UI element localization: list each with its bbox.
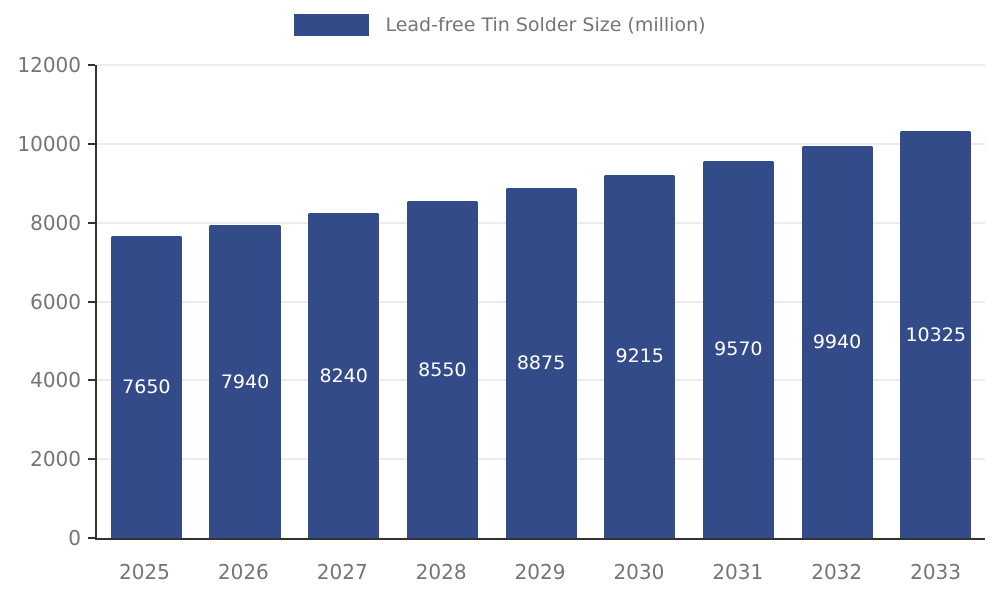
y-tick-mark xyxy=(88,142,95,145)
gridline xyxy=(97,64,985,66)
bar-2029: 8875 xyxy=(505,188,577,538)
y-axis: 0 2000 4000 6000 8000 10000 12000 xyxy=(0,55,95,548)
x-tick-label: 2031 xyxy=(712,560,764,584)
bar-2030: 9215 xyxy=(604,174,676,538)
bar-value-label: 8240 xyxy=(319,364,368,387)
x-tick-label: 2032 xyxy=(811,560,863,584)
bar-cell: 7650 xyxy=(97,65,196,538)
bar-cell: 9215 xyxy=(590,65,689,538)
bar-value-label: 7940 xyxy=(220,370,270,393)
legend-label: Lead-free Tin Solder Size (million) xyxy=(385,14,706,36)
x-axis: 2025 2026 2027 2028 2029 2030 2031 2032 2033 xyxy=(95,552,985,586)
bar-cell: 8550 xyxy=(393,65,492,538)
bar-cell: 7940 xyxy=(196,65,295,538)
bar-2031: 9570 xyxy=(702,160,774,538)
y-tick-mark xyxy=(88,379,95,382)
bars: 7650 7940 8240 8550 8875 9215 9570 9940 10325 xyxy=(97,65,985,538)
bar-value-label: 9215 xyxy=(615,345,664,368)
y-tick-mark xyxy=(88,221,95,224)
x-tick-label: 2029 xyxy=(514,560,566,584)
y-tick-mark xyxy=(88,537,95,539)
bar-cell: 9570 xyxy=(689,65,788,538)
bar-2033: 10325 xyxy=(900,131,972,538)
bar-value-label: 8875 xyxy=(516,352,566,375)
bar-2027: 8240 xyxy=(308,213,380,538)
bar-value-label: 7650 xyxy=(122,376,171,399)
plot-area: 7650 7940 8240 8550 8875 9215 9570 9940 10325 xyxy=(95,64,985,540)
gridline xyxy=(97,143,985,145)
bar-2026: 7940 xyxy=(209,225,281,538)
bar-2032: 9940 xyxy=(801,146,873,538)
y-tick-label: 8000 xyxy=(30,210,81,235)
x-tick-label: 2025 xyxy=(118,560,170,584)
y-tick-mark xyxy=(88,64,95,66)
x-tick-label: 2030 xyxy=(613,560,665,584)
x-tick-label: 2033 xyxy=(910,560,962,584)
bar-cell: 8875 xyxy=(492,65,591,538)
y-tick-label: 2000 xyxy=(30,447,81,472)
legend: Lead-free Tin Solder Size (million) xyxy=(0,14,1000,36)
bar-2028: 8550 xyxy=(406,201,478,538)
x-tick-label: 2027 xyxy=(316,560,368,584)
bar-2025: 7650 xyxy=(110,236,182,538)
legend-swatch xyxy=(294,14,370,36)
bar-value-label: 8550 xyxy=(418,358,467,381)
x-tick-label: 2028 xyxy=(415,560,467,584)
bar-value-label: 9940 xyxy=(812,331,862,354)
x-tick-label: 2026 xyxy=(217,560,269,584)
bar-cell: 10325 xyxy=(886,65,985,538)
y-tick-label: 10000 xyxy=(17,131,81,156)
bar-value-label: 9570 xyxy=(714,338,763,361)
bar-value-label: 10325 xyxy=(905,323,966,346)
bar-cell: 9940 xyxy=(788,65,887,538)
y-tick-mark xyxy=(88,458,95,461)
y-tick-mark xyxy=(88,300,95,303)
bar-cell: 8240 xyxy=(294,65,393,538)
y-tick-label: 12000 xyxy=(17,53,81,77)
y-tick-label: 4000 xyxy=(30,368,81,393)
y-tick-label: 0 xyxy=(68,526,81,550)
y-tick-label: 6000 xyxy=(30,289,81,314)
